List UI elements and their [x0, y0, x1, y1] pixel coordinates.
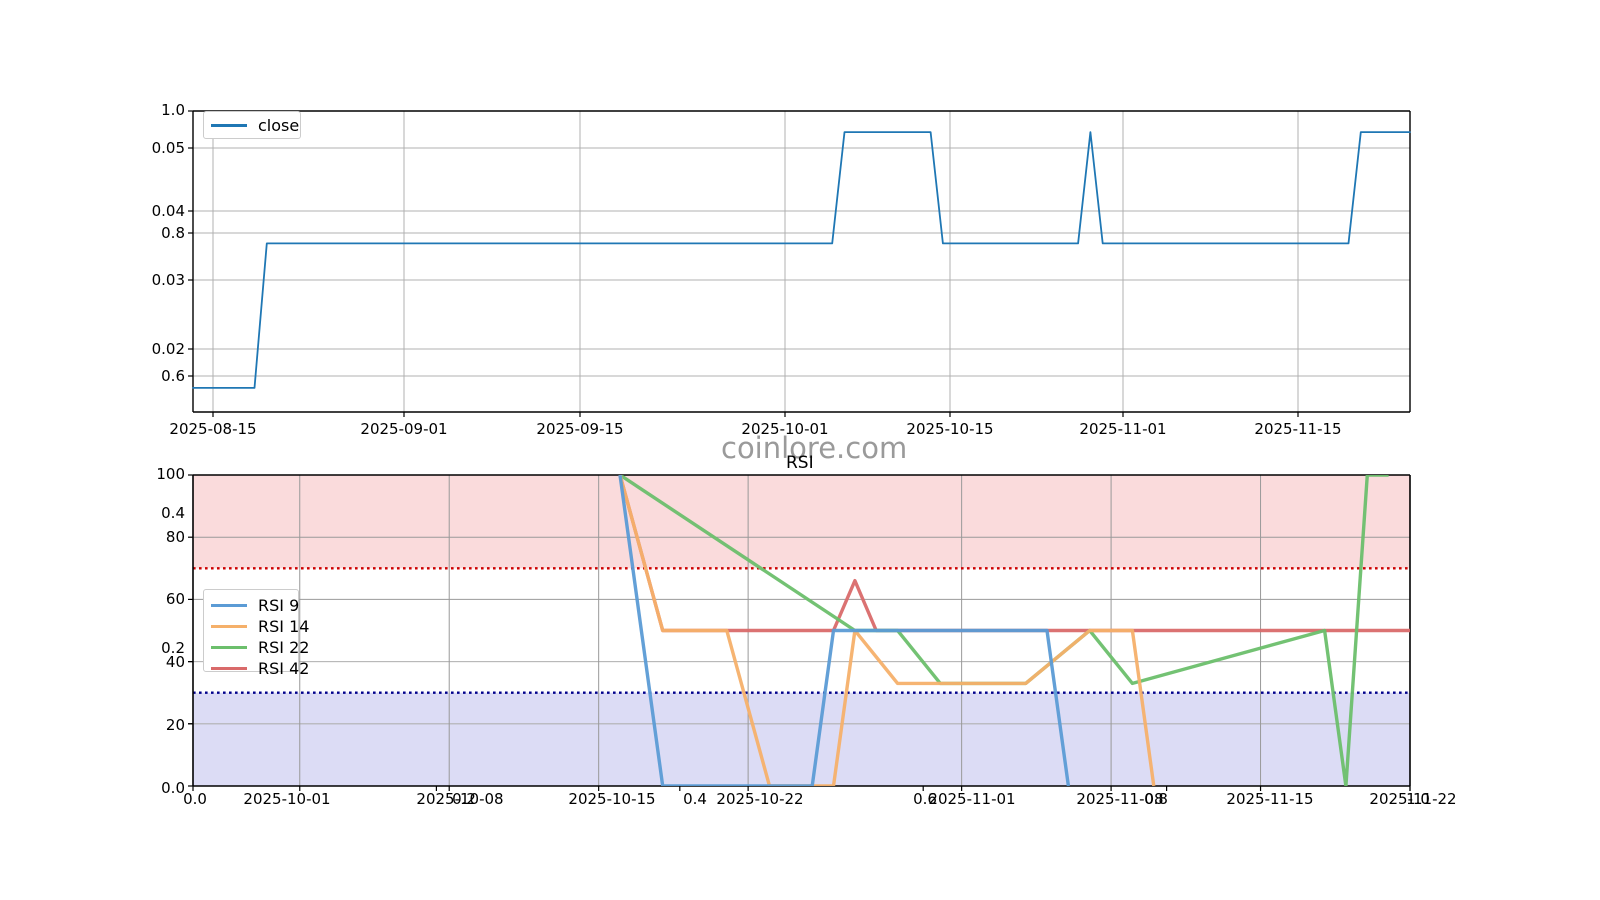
rsi-ytick-1: 0.4 [161, 504, 185, 522]
legend-label-rsi-42: RSI 42 [258, 659, 310, 678]
rsi-ytick-7: 0.0 [161, 779, 185, 797]
price-xtick-4: 2025-10-15 [906, 420, 994, 438]
rsi-xtick-0: 0.0 [183, 790, 207, 808]
rsi-ytick-4: 0.2 [161, 639, 185, 657]
rsi-legend[interactable]: RSI 9 RSI 14 RSI 22 RSI 42 [203, 589, 309, 678]
coinlore-watermark: coinlore.com [721, 431, 908, 465]
legend-label-rsi-22: RSI 22 [258, 638, 310, 657]
rsi-xtick-4: 2025-10-15 [568, 790, 656, 808]
legend-swatch-rsi-42 [211, 667, 247, 670]
rsi-xtick-13: 1.0 [1406, 790, 1430, 808]
legend-label-rsi-9: RSI 9 [258, 596, 300, 615]
legend-item-close[interactable]: close [211, 115, 299, 136]
rsi-xtick-1: 2025-10-01 [243, 790, 331, 808]
price-ytick-2: 0.04 [151, 202, 185, 220]
rsi-xtick-11: 2025-11-15 [1226, 790, 1314, 808]
price-ytick-6: 0.6 [161, 367, 185, 385]
rsi-ytick-0: 100 [156, 465, 185, 483]
legend-item-rsi-14[interactable]: RSI 14 [211, 616, 309, 637]
price-xtick-0: 2025-08-15 [169, 420, 257, 438]
rsi-ytick-2: 80 [165, 528, 185, 546]
rsi-xtick-3: 0.2 [452, 790, 476, 808]
price-xtick-2: 2025-09-15 [536, 420, 624, 438]
price-xtick-1: 2025-09-01 [360, 420, 448, 438]
legend-item-rsi-9[interactable]: RSI 9 [211, 595, 299, 616]
rsi-xtick-7: 2025-11-01 [928, 790, 1016, 808]
rsi-xtick-12: 2025-11-22 [1369, 790, 1457, 808]
legend-label-close: close [258, 116, 300, 135]
rsi-xtick-6: 2025-10-22 [716, 790, 804, 808]
price-ytick-4: 0.03 [151, 271, 185, 289]
legend-swatch-rsi-9 [211, 604, 247, 607]
price-xtick-3: 2025-10-01 [741, 420, 829, 438]
price-ytick-3: 0.8 [161, 224, 185, 242]
rsi-xtick-2: 2025-10-08 [416, 790, 504, 808]
legend-swatch-rsi-14 [211, 625, 247, 628]
rsi-xtick-8: 0.6 [913, 790, 937, 808]
legend-item-rsi-42[interactable]: RSI 42 [211, 658, 309, 679]
price-xtick-5: 2025-11-01 [1079, 420, 1167, 438]
price-ytick-5: 0.02 [151, 340, 185, 358]
rsi-xtick-10: 0.8 [1144, 790, 1168, 808]
rsi-xtick-9: 2025-11-08 [1076, 790, 1164, 808]
rsi-panel-title: RSI [786, 453, 814, 473]
legend-swatch-rsi-22 [211, 646, 247, 649]
rsi-ytick-5: 40 [165, 653, 185, 671]
rsi-ytick-3: 60 [165, 590, 185, 608]
rsi-xtick-5: 0.4 [683, 790, 707, 808]
price-ytick-0: 1.0 [161, 101, 185, 119]
legend-swatch-close [211, 124, 247, 127]
price-xtick-6: 2025-11-15 [1254, 420, 1342, 438]
price-ytick-1: 0.05 [151, 139, 185, 157]
legend-label-rsi-14: RSI 14 [258, 617, 310, 636]
rsi-ytick-6: 20 [165, 716, 185, 734]
price-legend[interactable]: close [203, 111, 301, 139]
legend-item-rsi-22[interactable]: RSI 22 [211, 637, 309, 658]
